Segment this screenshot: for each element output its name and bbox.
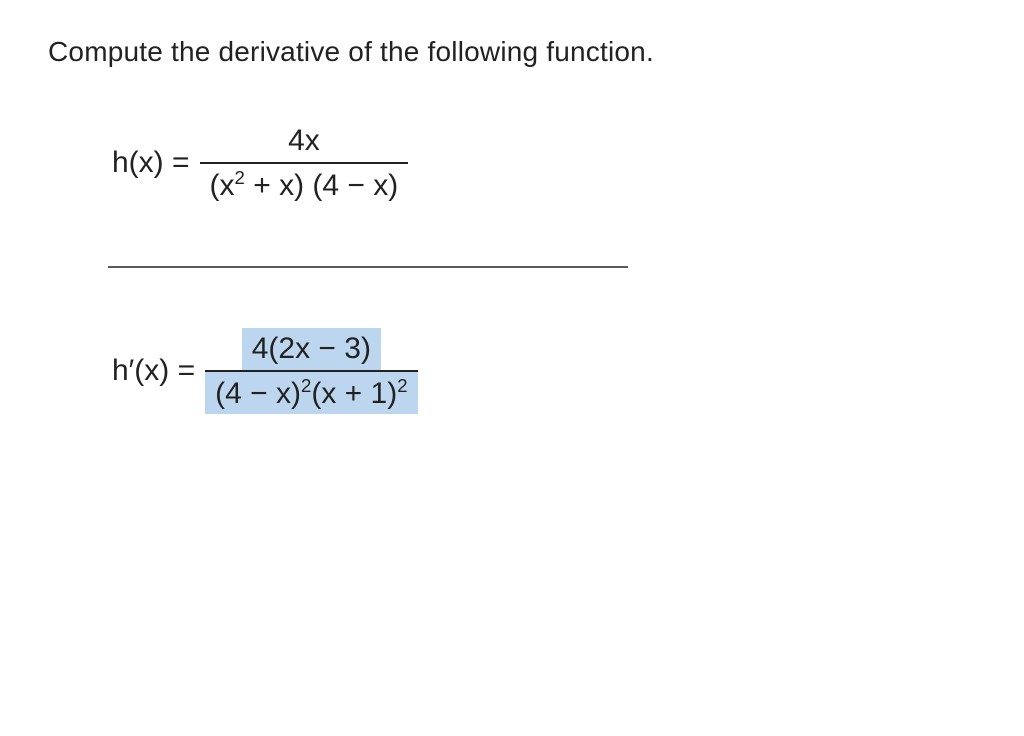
instruction-text: Compute the derivative of the following … (48, 36, 976, 68)
den-a-exp: 2 (301, 375, 311, 396)
problem-numerator: 4x (278, 120, 330, 162)
problem-lhs: h(x) = (112, 146, 190, 180)
answer-numerator: 4(2x − 3) (242, 328, 381, 370)
problem-denominator: (x2 + x) (4 − x) (200, 162, 409, 207)
problem-equation: h(x) = 4x (x2 + x) (4 − x) (112, 120, 976, 206)
den-exp1: 2 (235, 167, 245, 188)
den-factor2: (4 − x) (304, 169, 398, 202)
den-b-exp: 2 (397, 375, 407, 396)
section-divider (108, 266, 628, 268)
den-a-base: (4 − x) (215, 377, 301, 410)
answer-lhs: h′(x) = (112, 354, 195, 388)
problem-fraction: 4x (x2 + x) (4 − x) (200, 120, 409, 206)
den-b-base: (x + 1) (311, 377, 397, 410)
den-var1: x (220, 169, 235, 202)
answer-denominator: (4 − x)2(x + 1)2 (205, 370, 417, 415)
answer-equation: h′(x) = 4(2x − 3) (4 − x)2(x + 1)2 (112, 328, 976, 414)
answer-fraction-highlighted: 4(2x − 3) (4 − x)2(x + 1)2 (205, 328, 417, 414)
den-tail1: + x (245, 169, 294, 202)
